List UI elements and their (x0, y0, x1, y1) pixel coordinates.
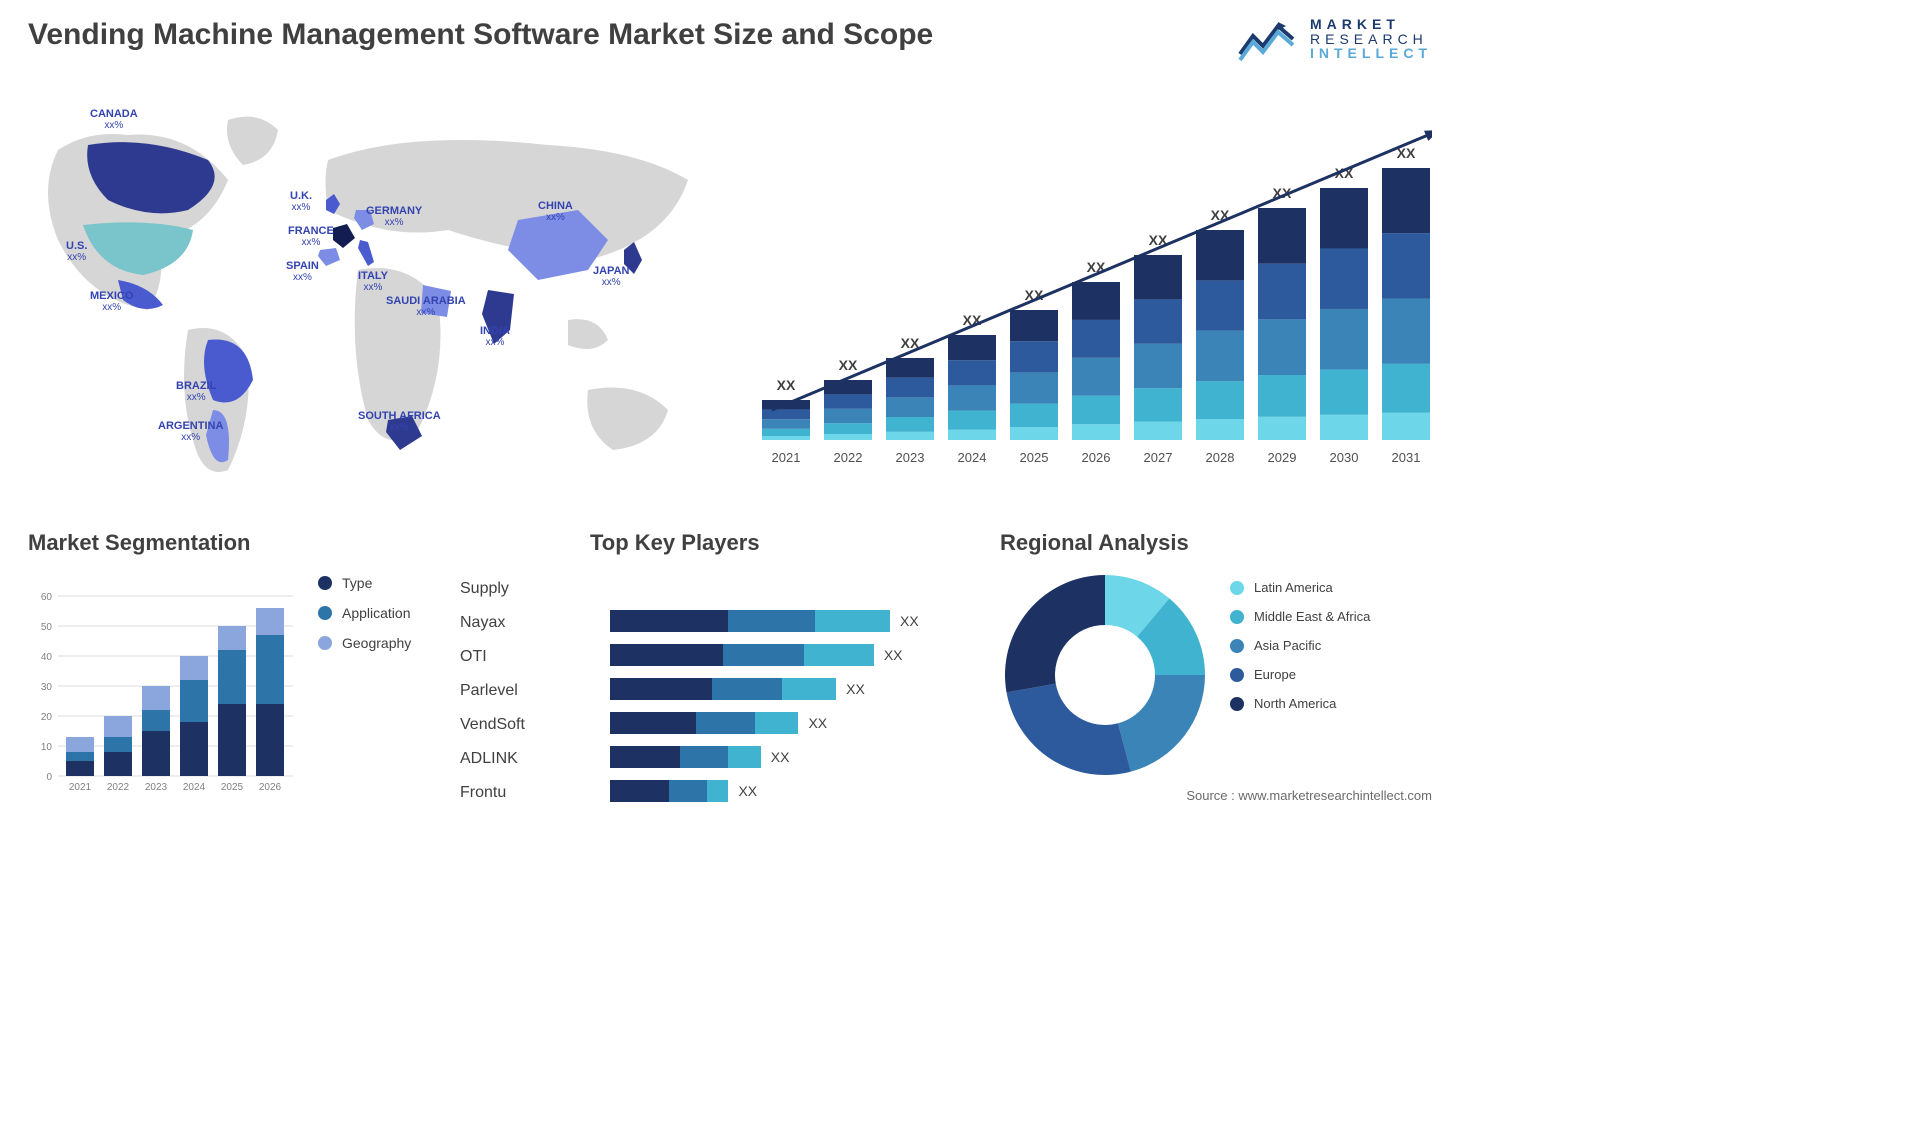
svg-text:30: 30 (41, 682, 53, 693)
player-name: OTI (460, 640, 590, 674)
svg-text:2023: 2023 (896, 450, 925, 465)
map-label-india: INDIAxx% (480, 325, 510, 348)
map-label-china: CHINAxx% (538, 200, 573, 223)
svg-text:20: 20 (41, 712, 53, 723)
player-bar-row: XX (610, 740, 940, 774)
logo-line3: INTELLECT (1310, 46, 1432, 61)
world-map: CANADAxx% U.S.xx% MEXICOxx% BRAZILxx% ARGENT… (28, 90, 708, 490)
segmentation-legend-item: Geography (318, 635, 411, 651)
map-label-germany: GERMANYxx% (366, 205, 422, 228)
brand-logo: MARKET RESEARCH INTELLECT (1238, 14, 1432, 64)
players-name-list: SupplyNayaxOTIParlevelVendSoftADLINKFron… (460, 572, 590, 810)
map-label-japan: JAPANxx% (593, 265, 629, 288)
map-label-brazil: BRAZILxx% (176, 380, 216, 403)
svg-text:2029: 2029 (1268, 450, 1297, 465)
player-name: Frontu (460, 776, 590, 810)
regional-legend: Latin America Middle East & Africa Asia Pa… (1230, 580, 1370, 725)
page-title: Vending Machine Management Software Mark… (28, 18, 933, 52)
map-label-italy: ITALYxx% (358, 270, 388, 293)
map-label-u-k-: U.K.xx% (290, 190, 312, 213)
svg-text:2026: 2026 (259, 782, 282, 793)
players-bar-chart: XX XX XX XX XX XX (610, 604, 940, 808)
player-value-label: XX (846, 681, 865, 697)
svg-text:2025: 2025 (221, 782, 244, 793)
svg-text:2024: 2024 (183, 782, 206, 793)
players-title: Top Key Players (590, 530, 970, 556)
regional-analysis-panel: Regional Analysis Latin AmericaMiddle Ea… (1000, 530, 1430, 556)
svg-text:2030: 2030 (1330, 450, 1359, 465)
map-label-mexico: MEXICOxx% (90, 290, 133, 313)
svg-text:50: 50 (41, 622, 53, 633)
player-value-label: XX (771, 749, 790, 765)
svg-text:0: 0 (46, 772, 52, 783)
player-bar-row: XX (610, 638, 940, 672)
svg-text:XX: XX (839, 357, 858, 373)
map-label-saudi-arabia: SAUDI ARABIAxx% (386, 295, 466, 318)
svg-text:2024: 2024 (958, 450, 987, 465)
regional-donut-chart (1000, 570, 1210, 780)
svg-text:2025: 2025 (1020, 450, 1049, 465)
regional-legend-item: Middle East & Africa (1230, 609, 1370, 624)
segmentation-legend: Type Application Geography (318, 575, 411, 665)
logo-mark-icon (1238, 14, 1298, 64)
segmentation-chart: 0 10 20 30 40 50 60 2021 2022 2023 2024 2025 2026 (28, 566, 298, 796)
map-label-spain: SPAINxx% (286, 260, 319, 283)
svg-text:2028: 2028 (1206, 450, 1235, 465)
map-label-south-africa: SOUTH AFRICAxx% (358, 410, 441, 433)
map-label-u-s-: U.S.xx% (66, 240, 87, 263)
svg-text:60: 60 (41, 592, 53, 603)
svg-text:10: 10 (41, 742, 53, 753)
svg-text:2023: 2023 (145, 782, 168, 793)
player-bar-row: XX (610, 604, 940, 638)
svg-text:2022: 2022 (834, 450, 863, 465)
logo-line2: RESEARCH (1310, 32, 1432, 47)
player-name: ADLINK (460, 742, 590, 776)
svg-text:2021: 2021 (772, 450, 801, 465)
map-label-canada: CANADAxx% (90, 108, 138, 131)
player-value-label: XX (738, 783, 757, 799)
player-bar-row: XX (610, 672, 940, 706)
top-key-players-panel: Top Key Players SupplyNayaxOTIParlevelVe… (590, 530, 970, 556)
segmentation-legend-item: Type (318, 575, 411, 591)
player-name: VendSoft (460, 708, 590, 742)
map-label-argentina: ARGENTINAxx% (158, 420, 223, 443)
regional-title: Regional Analysis (1000, 530, 1430, 556)
svg-text:2021: 2021 (69, 782, 92, 793)
svg-text:2027: 2027 (1144, 450, 1173, 465)
svg-text:XX: XX (777, 377, 796, 393)
player-value-label: XX (884, 647, 903, 663)
player-name: Parlevel (460, 674, 590, 708)
segmentation-title: Market Segmentation (28, 530, 548, 556)
segmentation-legend-item: Application (318, 605, 411, 621)
map-label-france: FRANCExx% (288, 225, 334, 248)
regional-legend-item: Latin America (1230, 580, 1370, 595)
player-bar-row: XX (610, 774, 940, 808)
svg-text:2031: 2031 (1392, 450, 1421, 465)
regional-legend-item: North America (1230, 696, 1370, 711)
svg-text:2022: 2022 (107, 782, 130, 793)
regional-legend-item: Asia Pacific (1230, 638, 1370, 653)
player-value-label: XX (808, 715, 827, 731)
regional-legend-item: Europe (1230, 667, 1370, 682)
players-list-header: Supply (460, 572, 590, 606)
player-name: Nayax (460, 606, 590, 640)
source-attribution: Source : www.marketresearchintellect.com (1186, 788, 1432, 803)
market-size-chart: XX2021XX2022XX2023XX2024XX2025XX2026XX20… (742, 100, 1432, 480)
logo-line1: MARKET (1310, 17, 1432, 32)
svg-text:2026: 2026 (1082, 450, 1111, 465)
player-value-label: XX (900, 613, 919, 629)
svg-text:40: 40 (41, 652, 53, 663)
player-bar-row: XX (610, 706, 940, 740)
